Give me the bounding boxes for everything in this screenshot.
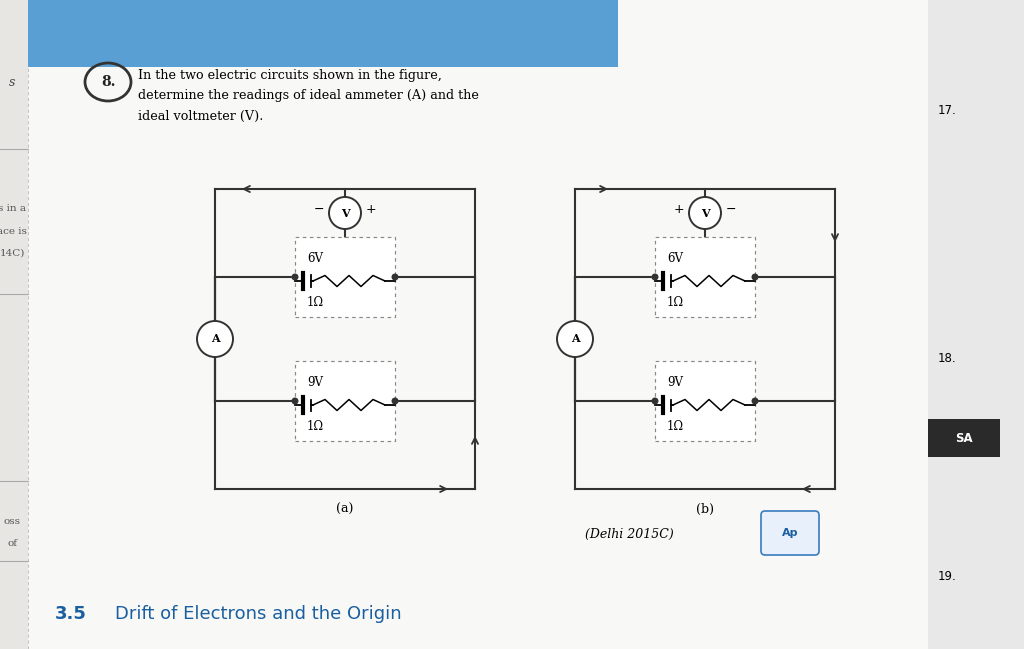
Bar	[28, 0, 928, 649]
Bar	[295, 237, 395, 317]
Bar	[928, 0, 1024, 649]
Text: A: A	[211, 334, 219, 345]
Circle shape	[329, 197, 361, 229]
Text: ace is: ace is	[0, 227, 27, 236]
Text: 17.: 17.	[938, 104, 956, 117]
Text: 14C): 14C)	[0, 249, 25, 258]
Circle shape	[391, 273, 398, 280]
Circle shape	[651, 397, 658, 404]
Text: 8.: 8.	[100, 75, 116, 89]
Circle shape	[752, 397, 759, 404]
Text: In the two electric circuits shown in the figure,: In the two electric circuits shown in th…	[138, 69, 442, 82]
Bar	[655, 237, 755, 317]
Bar	[295, 361, 395, 441]
Text: ideal voltmeter (V).: ideal voltmeter (V).	[138, 110, 263, 123]
Circle shape	[197, 321, 233, 357]
Text: −: −	[726, 202, 736, 215]
Bar	[928, 419, 1000, 457]
Text: −: −	[313, 202, 325, 215]
Circle shape	[292, 273, 299, 280]
Text: A: A	[570, 334, 580, 345]
Text: (Delhi 2015C): (Delhi 2015C)	[585, 528, 674, 541]
FancyBboxPatch shape	[761, 511, 819, 555]
Text: 1Ω: 1Ω	[667, 420, 684, 433]
Text: 9V: 9V	[307, 376, 323, 389]
Circle shape	[557, 321, 593, 357]
Circle shape	[752, 273, 759, 280]
Text: 6V: 6V	[307, 252, 323, 265]
Text: SA: SA	[955, 432, 973, 445]
Text: 18.: 18.	[938, 352, 956, 365]
Text: +: +	[674, 202, 684, 215]
Circle shape	[689, 197, 721, 229]
Text: Drift of Electrons and the Origin: Drift of Electrons and the Origin	[115, 605, 401, 623]
Text: 19.: 19.	[938, 570, 956, 583]
Text: V: V	[341, 208, 349, 219]
Text: oss: oss	[3, 517, 20, 526]
Circle shape	[391, 397, 398, 404]
Text: of: of	[7, 539, 17, 548]
Text: 1Ω: 1Ω	[307, 296, 325, 309]
Text: 9V: 9V	[667, 376, 683, 389]
Text: 1Ω: 1Ω	[667, 296, 684, 309]
Text: Ap: Ap	[781, 528, 799, 538]
Text: 1Ω: 1Ω	[307, 420, 325, 433]
Circle shape	[292, 397, 299, 404]
Text: s in a: s in a	[0, 204, 26, 214]
Text: (b): (b)	[696, 502, 714, 515]
Text: s: s	[9, 75, 15, 88]
Text: 6V: 6V	[667, 252, 683, 265]
Text: +: +	[366, 202, 376, 215]
Text: V: V	[700, 208, 710, 219]
Text: 3.5: 3.5	[55, 605, 87, 623]
Circle shape	[651, 273, 658, 280]
Text: (a): (a)	[336, 502, 353, 515]
Bar	[28, 0, 618, 67]
Text: determine the readings of ideal ammeter (A) and the: determine the readings of ideal ammeter …	[138, 90, 479, 103]
Bar	[655, 361, 755, 441]
